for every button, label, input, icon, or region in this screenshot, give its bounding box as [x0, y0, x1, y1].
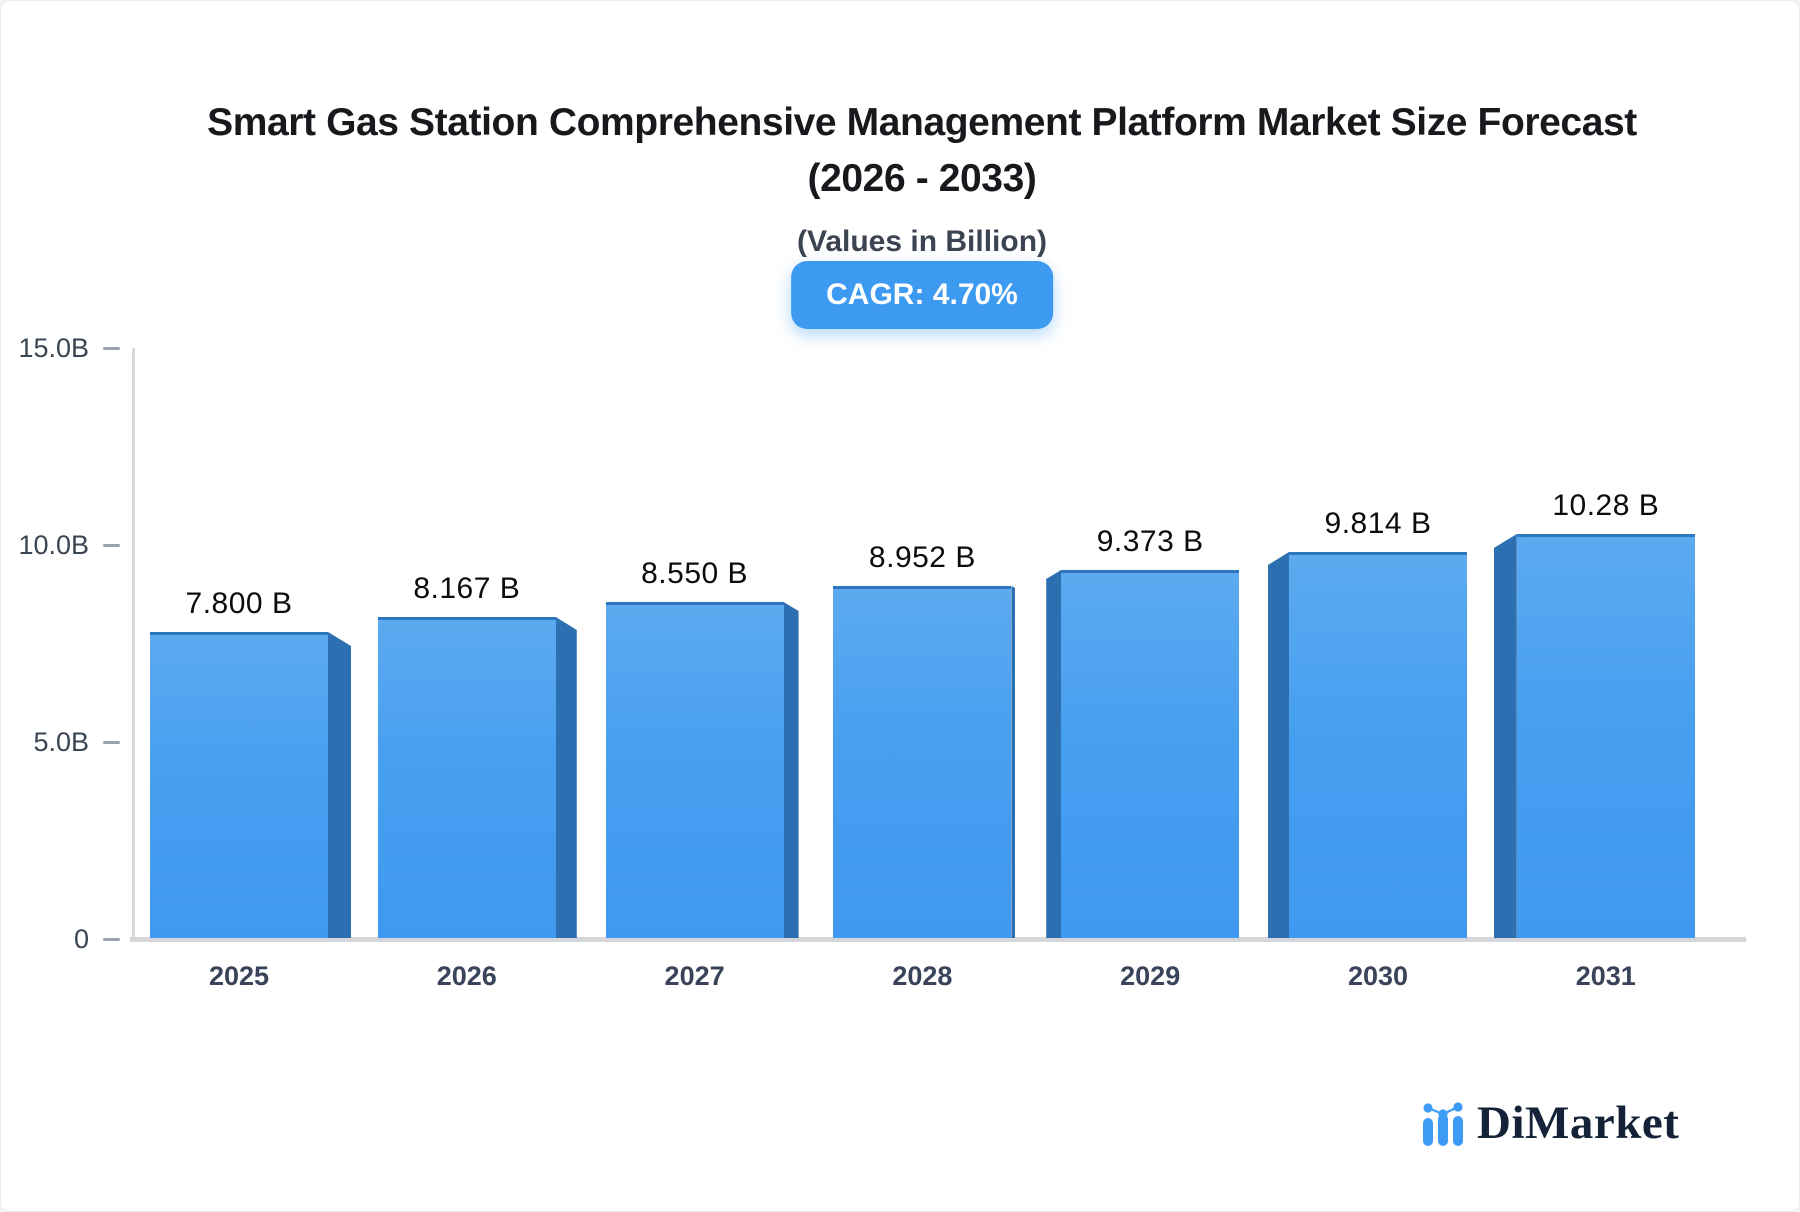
bar-value-label: 9.373 B	[1096, 525, 1204, 558]
dimarket-logo-icon	[1423, 1102, 1463, 1146]
y-axis-tick-mark	[103, 741, 120, 744]
bar-3d-side-2028	[1011, 586, 1016, 938]
bar-3d-side-2030	[1268, 552, 1289, 938]
bar-2027[interactable]	[605, 602, 784, 938]
cagr-badge: CAGR: 4.70%	[791, 261, 1053, 329]
bar-2030[interactable]	[1289, 552, 1467, 938]
x-axis-label-2026: 2026	[436, 961, 497, 991]
chart-subtitle: (Values in Billion)	[796, 225, 1048, 258]
dimarket-logo: DiMarket	[1421, 1099, 1679, 1147]
bar-2029[interactable]	[1061, 570, 1240, 938]
x-axis-baseline	[130, 937, 1746, 942]
bar-2025[interactable]	[150, 632, 328, 938]
dimarket-logo-text: DiMarket	[1477, 1097, 1680, 1149]
bar-3d-side-2026	[555, 617, 577, 938]
y-axis-line	[132, 348, 135, 939]
chart-title-line1: Smart Gas Station Comprehensive Manageme…	[207, 101, 1637, 144]
x-axis-label-2029: 2029	[1120, 961, 1181, 991]
x-axis-label-2027: 2027	[664, 961, 725, 991]
y-axis-tick-label: 10.0B	[18, 530, 89, 560]
chart-title-line2: (2026 - 2033)	[807, 157, 1037, 200]
x-axis-label-2031: 2031	[1575, 961, 1636, 991]
bar-value-label: 8.167 B	[413, 572, 521, 605]
y-axis-tick-mark	[103, 544, 120, 547]
bar-value-label: 10.28 B	[1552, 489, 1660, 522]
y-axis-tick-label: 15.0B	[18, 333, 89, 363]
y-axis-tick-mark	[103, 938, 120, 941]
bar-2026[interactable]	[377, 617, 556, 938]
bar-3d-side-2025	[328, 632, 351, 938]
x-axis-label-2025: 2025	[208, 961, 270, 991]
bar-3d-side-2031	[1493, 534, 1517, 938]
x-axis-label-2028: 2028	[892, 961, 953, 991]
bar-value-label: 7.800 B	[185, 587, 293, 620]
bar-3d-side-2029	[1046, 570, 1062, 938]
y-axis-tick-mark	[103, 347, 120, 350]
bar-value-label: 8.550 B	[641, 557, 749, 590]
x-axis-label-2030: 2030	[1347, 961, 1409, 991]
bar-value-label: 8.952 B	[868, 541, 976, 574]
y-axis-tick-label: 0	[73, 924, 89, 954]
bar-value-label: 9.814 B	[1324, 507, 1432, 540]
bar-3d-side-2027	[783, 602, 799, 938]
y-axis-tick-label: 5.0B	[33, 727, 89, 757]
bar-2028[interactable]	[833, 586, 1012, 938]
bar-2031[interactable]	[1516, 534, 1695, 938]
